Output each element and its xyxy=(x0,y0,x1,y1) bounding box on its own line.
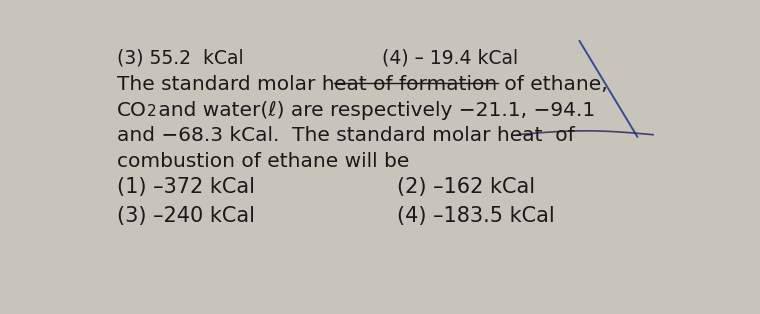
Text: 2: 2 xyxy=(147,104,157,119)
Text: of ethane,: of ethane, xyxy=(498,75,607,95)
Text: (4) – 19.4 kCal: (4) – 19.4 kCal xyxy=(382,48,518,68)
Text: combustion of ethane will be: combustion of ethane will be xyxy=(117,152,409,171)
Text: The standard molar h: The standard molar h xyxy=(117,75,334,95)
Text: (4) –183.5 kCal: (4) –183.5 kCal xyxy=(397,206,555,226)
Text: (1) –372 kCal: (1) –372 kCal xyxy=(117,177,255,197)
Text: and water(ℓ) are respectively −21.1, −94.1: and water(ℓ) are respectively −21.1, −94… xyxy=(152,101,595,120)
Text: and −68.3 kCal.  The standard molar heat  of: and −68.3 kCal. The standard molar heat … xyxy=(117,126,575,145)
Text: CO: CO xyxy=(117,101,147,120)
Text: (3) 55.2  kCal: (3) 55.2 kCal xyxy=(117,48,243,68)
Text: (3) –240 kCal: (3) –240 kCal xyxy=(117,206,255,226)
Text: eat of formation: eat of formation xyxy=(334,75,498,95)
Text: (2) –162 kCal: (2) –162 kCal xyxy=(397,177,535,197)
